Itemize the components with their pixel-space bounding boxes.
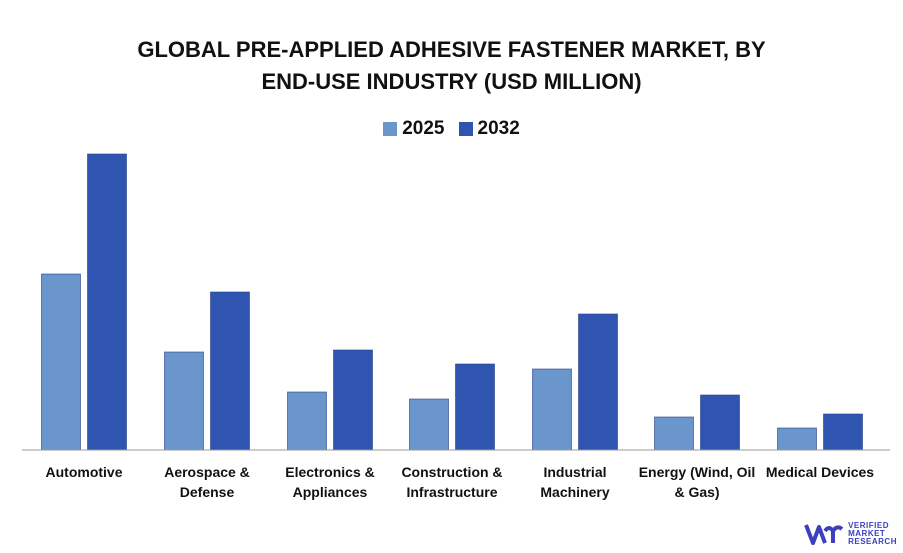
x-tick-label: Infrastructure xyxy=(406,484,497,500)
x-tick-label: Appliances xyxy=(293,484,368,500)
bar-2032 xyxy=(87,153,127,451)
chart-title-line: GLOBAL PRE-APPLIED ADHESIVE FASTENER MAR… xyxy=(137,37,766,62)
legend-label: 2025 xyxy=(402,118,445,139)
chart-title: GLOBAL PRE-APPLIED ADHESIVE FASTENER MAR… xyxy=(0,34,903,98)
bar-2032 xyxy=(578,313,618,451)
x-tick-label: & Gas) xyxy=(674,484,719,500)
logo-text: VERIFIED MARKET RESEARCH xyxy=(848,522,897,546)
legend-swatch xyxy=(383,122,398,136)
bar-2025 xyxy=(532,368,572,451)
bar-2025 xyxy=(777,427,817,451)
bar-2025 xyxy=(41,273,81,451)
bar-2025 xyxy=(164,351,204,451)
bar-2032 xyxy=(700,394,740,451)
bar-2032 xyxy=(823,413,863,451)
bar-2032 xyxy=(455,363,495,451)
legend-swatch xyxy=(458,122,473,136)
bar-2025 xyxy=(287,391,327,451)
logo-line: RESEARCH xyxy=(848,537,897,546)
legend-label: 2032 xyxy=(477,118,520,139)
x-tick-label: Automotive xyxy=(46,464,123,480)
logo: VERIFIED MARKET RESEARCH xyxy=(804,521,897,547)
x-tick-label: Aerospace & xyxy=(164,464,250,480)
x-tick-label: Energy (Wind, Oil xyxy=(639,464,756,480)
x-tick-label: Industrial xyxy=(543,464,606,480)
chart-title-line: END-USE INDUSTRY (USD MILLION) xyxy=(261,69,642,94)
x-tick-label: Medical Devices xyxy=(766,464,874,480)
vmr-logo-icon xyxy=(804,524,844,545)
bar-2032 xyxy=(333,349,373,451)
legend: 2025 2032 xyxy=(0,118,903,140)
legend-item-2032: 2032 xyxy=(458,118,520,140)
legend-item-2025: 2025 xyxy=(383,118,445,140)
x-tick-label: Defense xyxy=(180,484,235,500)
bar-2025 xyxy=(409,398,449,451)
x-tick-label: Machinery xyxy=(540,484,609,500)
bar-2032 xyxy=(210,291,250,451)
logo-line: MARKET xyxy=(848,529,886,538)
logo-line: VERIFIED xyxy=(848,521,889,530)
x-tick-label: Construction & xyxy=(401,464,502,480)
x-tick-label: Electronics & xyxy=(285,464,374,480)
bar-2025 xyxy=(654,416,694,451)
